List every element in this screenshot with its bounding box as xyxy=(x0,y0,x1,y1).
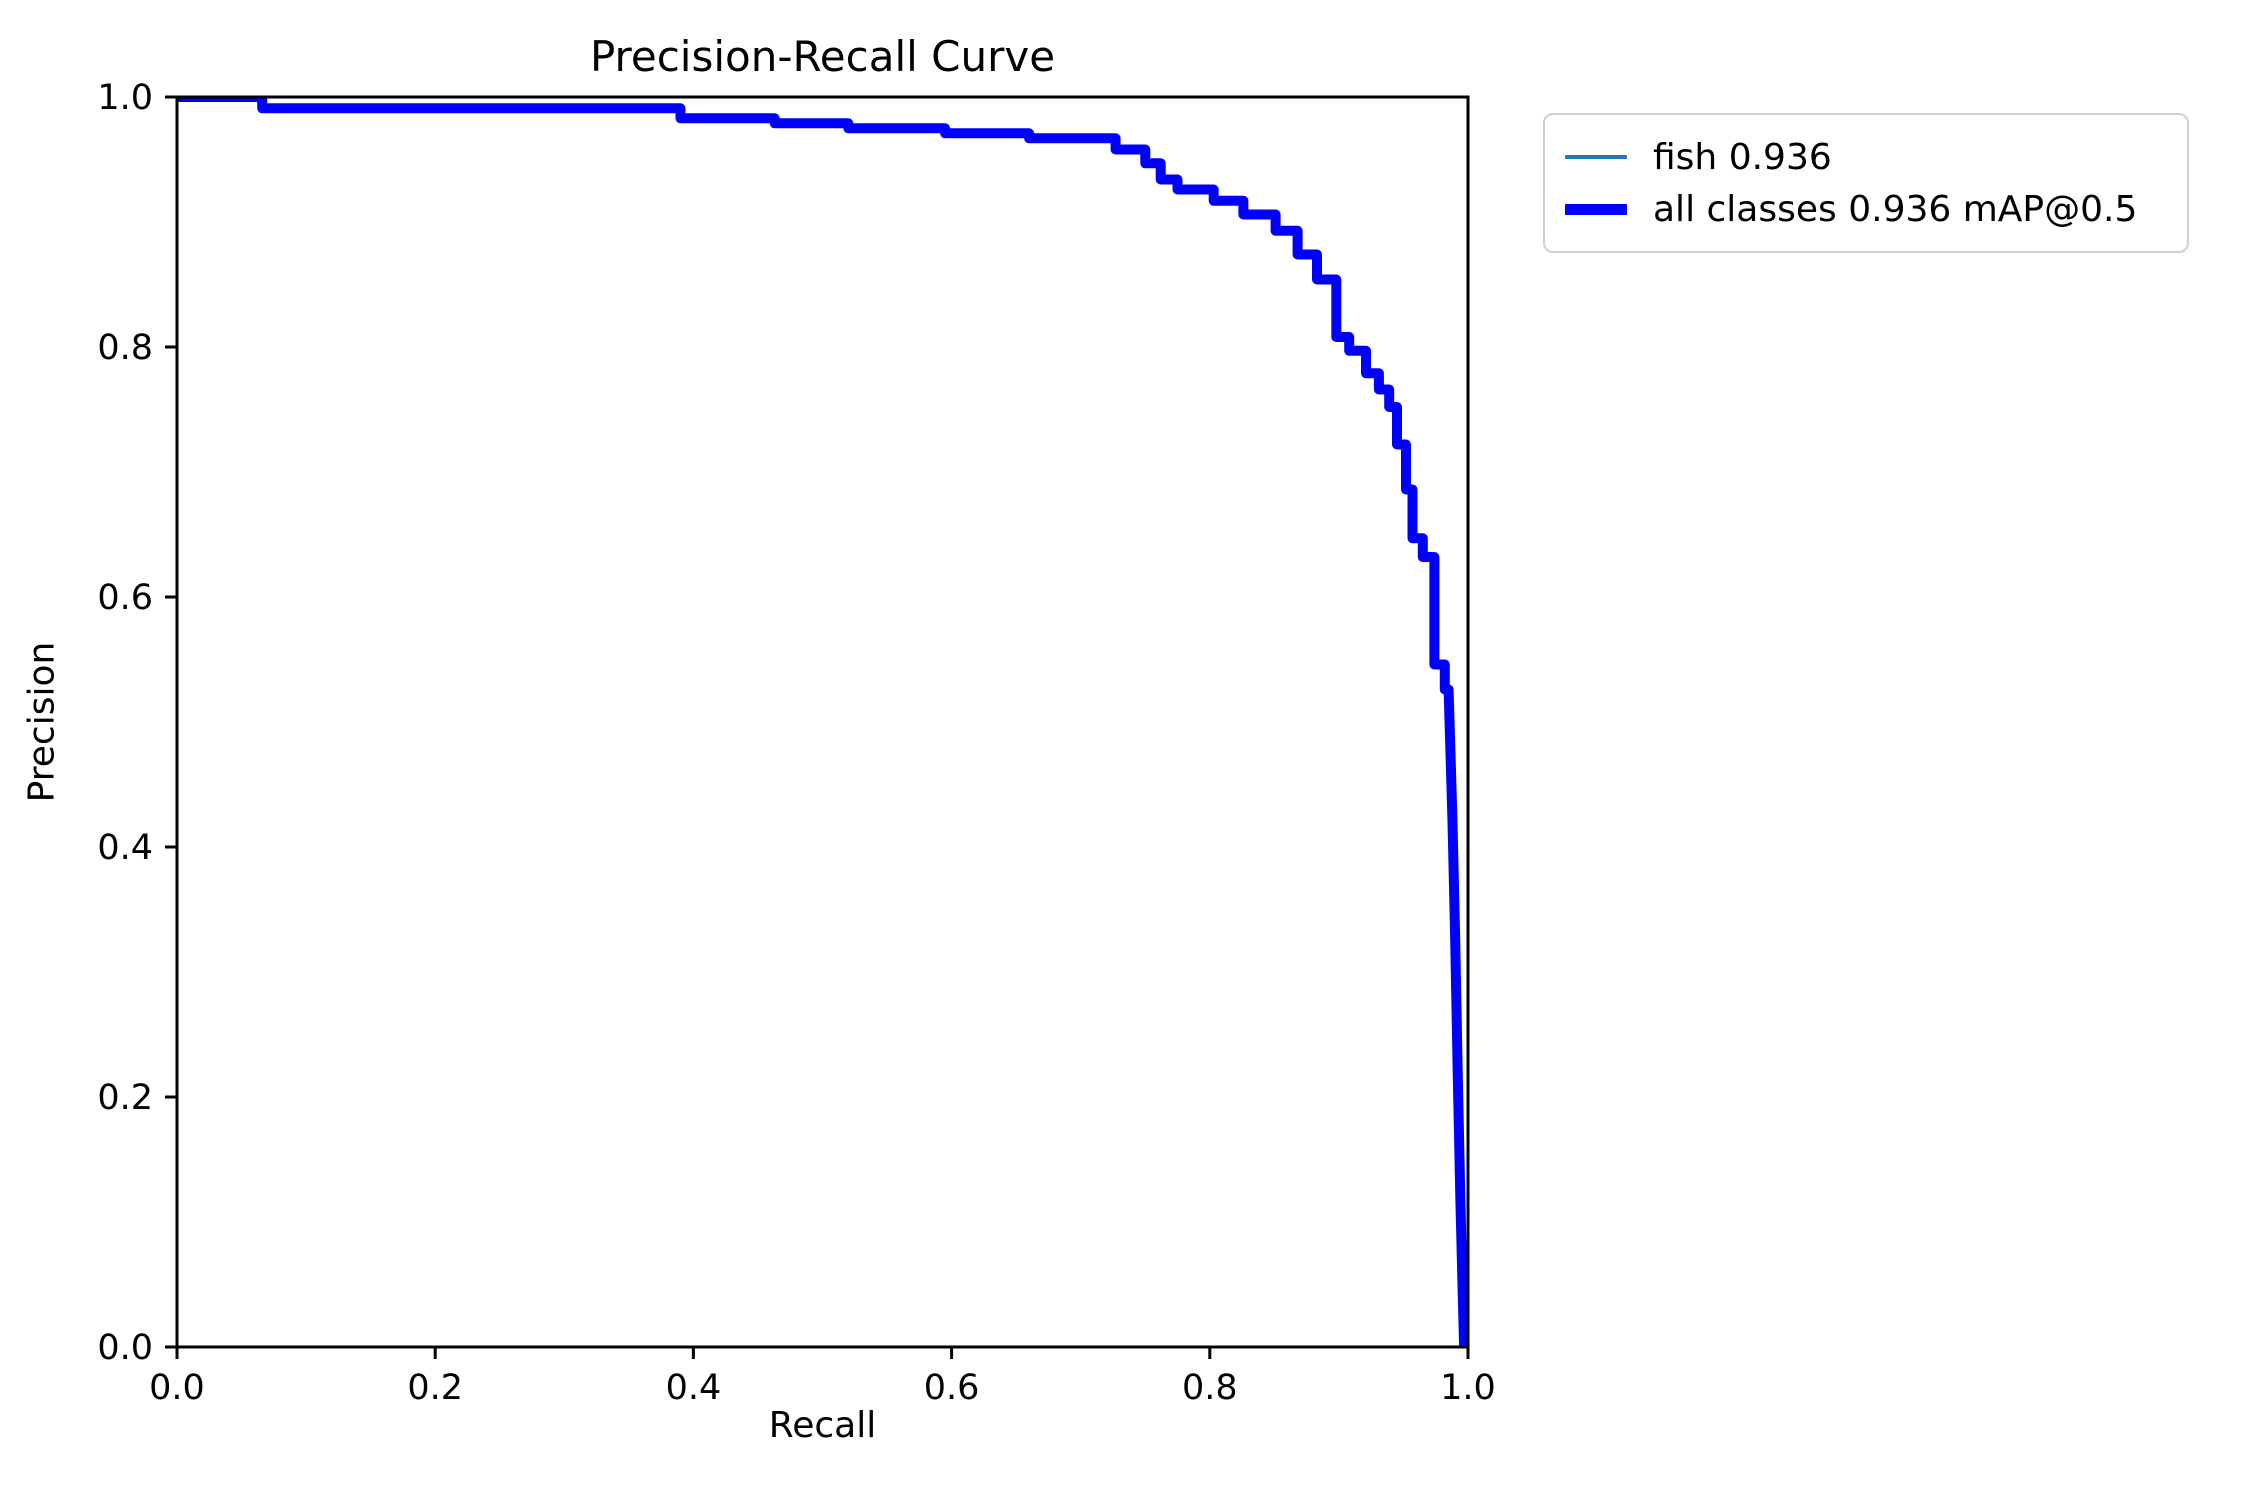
x-tick-label: 0.2 xyxy=(407,1368,463,1408)
x-tick-label: 0.0 xyxy=(149,1368,205,1408)
x-tick-label: 1.0 xyxy=(1440,1368,1496,1408)
y-tick-label: 0.4 xyxy=(97,828,153,868)
y-tick-label: 0.2 xyxy=(97,1078,153,1118)
y-tick-label: 0.6 xyxy=(97,578,153,618)
page-title: Precision-Recall Curve xyxy=(589,32,1056,81)
legend-item-all-classes[interactable]: all classes 0.936 mAP@0.5 xyxy=(1565,183,2167,235)
x-tick-label: 0.4 xyxy=(666,1368,722,1408)
series-line-1 xyxy=(177,97,1468,1347)
legend: fish 0.936 all classes 0.936 mAP@0.5 xyxy=(1543,113,2189,253)
legend-label-all-classes: all classes 0.936 mAP@0.5 xyxy=(1653,188,2138,230)
axis-tick-labels: 0.0 0.2 0.4 0.6 0.8 1.0 0.0 0.2 0.4 0.6 0.8 1.0 xyxy=(97,78,1496,1408)
x-axis-label: Recall xyxy=(768,1405,877,1446)
axis-ticks xyxy=(165,95,1470,1359)
x-tick-label: 0.8 xyxy=(1182,1368,1238,1408)
legend-label-fish: fish 0.936 xyxy=(1653,136,1832,178)
fish-line-swatch xyxy=(1565,155,1627,159)
y-tick-label: 0.8 xyxy=(97,328,153,368)
y-tick-label: 1.0 xyxy=(97,78,153,118)
all-classes-line-swatch xyxy=(1565,203,1627,215)
axes-frame xyxy=(175,95,1470,1349)
x-tick-label: 0.6 xyxy=(924,1368,980,1408)
curves-layer xyxy=(177,97,1468,1347)
series-line-0 xyxy=(177,97,1466,1347)
legend-item-fish[interactable]: fish 0.936 xyxy=(1565,131,2167,183)
y-tick-label: 0.0 xyxy=(97,1328,153,1368)
y-axis-label: Precision xyxy=(21,641,63,803)
